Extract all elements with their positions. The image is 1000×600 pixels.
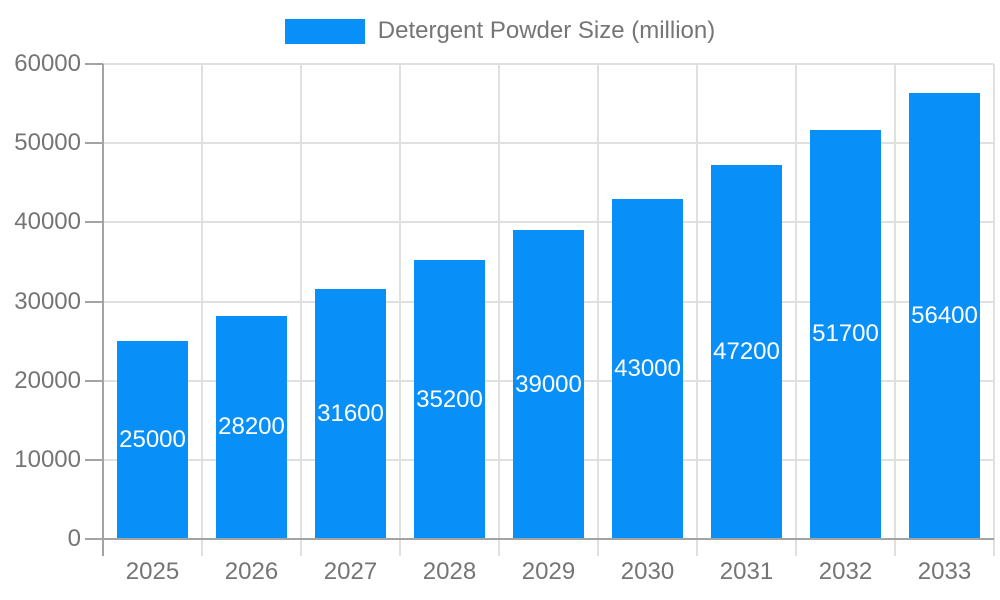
- y-tick-label: 20000: [14, 366, 81, 394]
- x-gridline: [201, 64, 203, 556]
- y-tick-label: 30000: [14, 287, 81, 315]
- x-tick-label: 2026: [224, 558, 279, 585]
- x-tick-label: 2032: [818, 558, 873, 585]
- x-tick-label: 2029: [521, 558, 576, 585]
- x-gridline: [993, 64, 995, 556]
- x-tick-label: 2027: [323, 558, 378, 585]
- y-tick: [85, 300, 103, 303]
- x-tick-label: 2025: [125, 558, 180, 585]
- legend: Detergent Powder Size (million): [0, 17, 1000, 45]
- bar[interactable]: [810, 129, 881, 539]
- bar[interactable]: [117, 341, 188, 539]
- x-gridline: [795, 64, 797, 556]
- y-tick-label: 0: [67, 525, 81, 552]
- y-tick: [85, 538, 103, 540]
- x-tick-label: 2033: [917, 558, 972, 585]
- y-tick-label: 50000: [14, 129, 81, 157]
- y-gridline: [103, 142, 994, 145]
- x-gridline: [300, 64, 302, 556]
- bar[interactable]: [909, 92, 980, 539]
- legend-item[interactable]: Detergent Powder Size (million): [284, 17, 716, 45]
- legend-swatch-icon: [284, 18, 365, 44]
- bar[interactable]: [216, 315, 287, 539]
- y-tick: [85, 221, 103, 224]
- x-axis-line: [103, 538, 994, 540]
- y-tick-label: 60000: [14, 50, 81, 77]
- x-tick-label: 2031: [719, 558, 774, 585]
- x-gridline: [597, 64, 599, 556]
- y-tick: [85, 379, 103, 382]
- y-tick-label: 40000: [14, 208, 81, 236]
- y-tick: [85, 142, 103, 145]
- y-tick-label: 10000: [14, 445, 81, 473]
- x-gridline: [696, 64, 698, 556]
- x-gridline: [498, 64, 500, 556]
- x-tick-label: 2028: [422, 558, 477, 585]
- y-axis-line: [102, 64, 104, 556]
- bar[interactable]: [612, 198, 683, 539]
- bar[interactable]: [315, 288, 386, 539]
- y-gridline: [103, 63, 994, 65]
- x-gridline: [894, 64, 896, 556]
- x-tick-label: 2030: [620, 558, 675, 585]
- bar[interactable]: [414, 260, 485, 539]
- bar[interactable]: [711, 165, 782, 539]
- y-gridline: [103, 221, 994, 224]
- legend-label: Detergent Powder Size (million): [377, 17, 716, 44]
- y-tick: [85, 63, 103, 65]
- y-tick: [85, 458, 103, 461]
- bar[interactable]: [513, 230, 584, 539]
- x-gridline: [399, 64, 401, 556]
